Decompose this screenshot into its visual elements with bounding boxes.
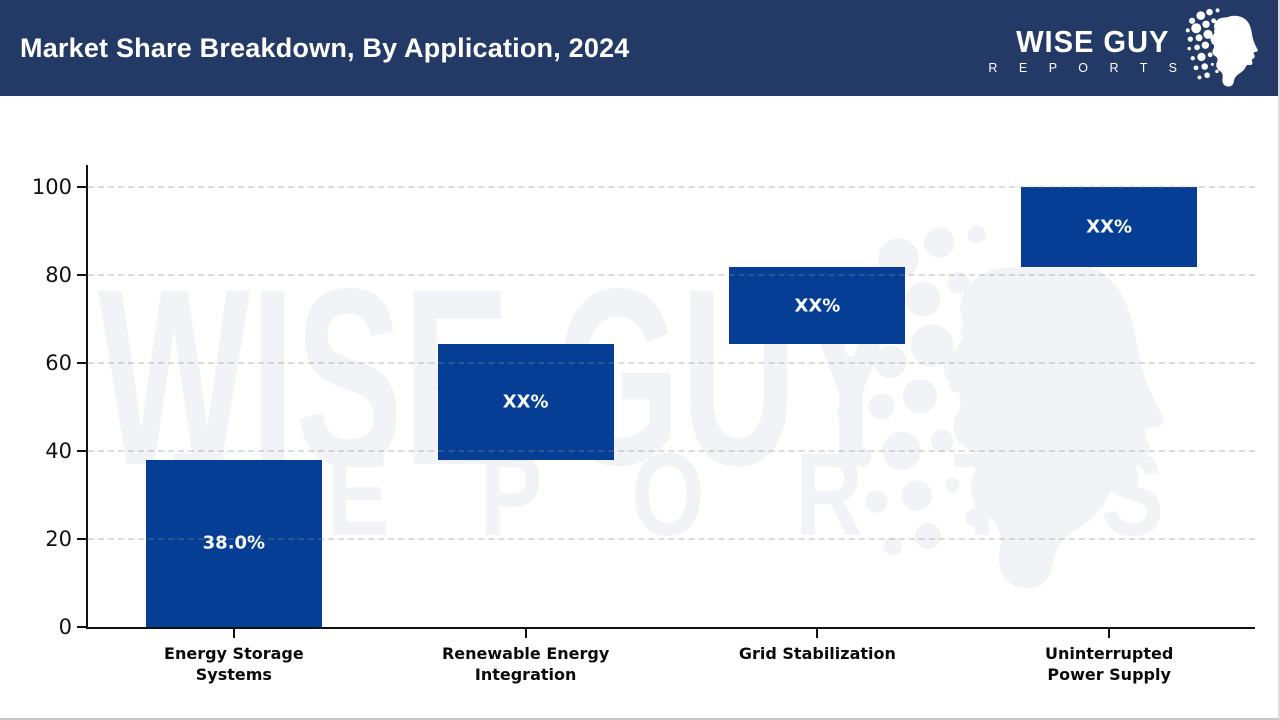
y-tick-label: 40 bbox=[45, 439, 72, 463]
bar-value-label: XX% bbox=[502, 391, 549, 413]
brand-subtitle: R E P O R T S bbox=[988, 60, 1186, 75]
bar-value-label: XX% bbox=[1086, 216, 1133, 238]
y-tick-label: 0 bbox=[58, 615, 72, 639]
bar: XX% bbox=[437, 344, 614, 460]
brand-text: WISE GUY R E P O R T S bbox=[988, 24, 1186, 75]
gridline bbox=[88, 450, 1255, 452]
x-tick-mark bbox=[232, 629, 235, 638]
gridline bbox=[88, 538, 1255, 540]
gridline bbox=[88, 362, 1255, 364]
x-category-label: Renewable Energy Integration bbox=[441, 644, 610, 685]
chart-title: Market Share Breakdown, By Application, … bbox=[20, 32, 630, 63]
y-tick-label: 20 bbox=[45, 527, 72, 551]
x-tick-mark bbox=[816, 629, 819, 638]
brand-name: WISE GUY bbox=[1016, 23, 1170, 59]
bar: XX% bbox=[1021, 187, 1198, 268]
y-axis-spine bbox=[86, 165, 88, 629]
y-tick-mark bbox=[77, 626, 86, 628]
x-category-label: Grid Stabilization bbox=[738, 644, 896, 663]
plot-area: 0 20 40 60 80 100 38.0% Energy Storage Systems X… bbox=[32, 165, 1255, 684]
bar-value-label: 38.0% bbox=[202, 532, 266, 554]
y-tick-label: 80 bbox=[45, 263, 72, 287]
y-tick-mark bbox=[77, 362, 86, 364]
y-tick-label: 100 bbox=[31, 175, 72, 199]
header-bar: Market Share Breakdown, By Application, … bbox=[0, 0, 1278, 96]
bar: XX% bbox=[729, 267, 906, 345]
x-category-label: Energy Storage Systems bbox=[164, 644, 304, 685]
brand-logo: WISE GUY R E P O R T S bbox=[988, 6, 1264, 92]
y-tick-mark bbox=[77, 450, 86, 452]
x-category-label: Uninterrupted Power Supply bbox=[1044, 644, 1174, 685]
bar: 38.0% bbox=[145, 459, 322, 627]
gridline bbox=[88, 186, 1255, 188]
bar-value-label: XX% bbox=[794, 295, 841, 317]
x-axis-spine bbox=[86, 627, 1255, 629]
y-tick-mark bbox=[77, 538, 86, 540]
x-tick-mark bbox=[1108, 629, 1111, 638]
brand-face-icon bbox=[1185, 8, 1258, 87]
y-tick-mark bbox=[77, 186, 86, 188]
gridline bbox=[88, 274, 1255, 276]
y-tick-mark bbox=[77, 274, 86, 276]
y-tick-label: 60 bbox=[45, 351, 72, 375]
x-tick-mark bbox=[524, 629, 527, 638]
